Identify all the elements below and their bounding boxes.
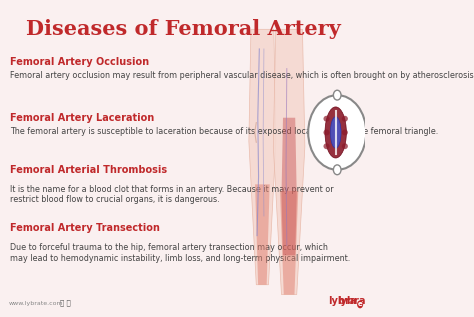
Text: Femoral Artery Transection: Femoral Artery Transection — [10, 223, 160, 233]
Ellipse shape — [323, 143, 329, 149]
Ellipse shape — [323, 116, 329, 122]
Circle shape — [333, 165, 341, 175]
Polygon shape — [282, 118, 297, 255]
Text: lybra: lybra — [328, 296, 356, 306]
Ellipse shape — [323, 130, 329, 135]
Ellipse shape — [330, 117, 341, 148]
Text: Femoral Artery Occlusion: Femoral Artery Occlusion — [10, 57, 149, 67]
Text: Femoral Arterial Thrombosis: Femoral Arterial Thrombosis — [10, 165, 167, 175]
Ellipse shape — [342, 143, 348, 149]
Polygon shape — [255, 184, 270, 285]
Text: The femoral artery is susceptible to laceration because of its exposed location : The femoral artery is susceptible to lac… — [10, 126, 438, 136]
Text: a: a — [359, 296, 365, 306]
Circle shape — [357, 301, 363, 308]
Text: Diseases of Femoral Artery: Diseases of Femoral Artery — [27, 19, 341, 40]
Text: Femoral artery occlusion may result from peripheral vascular disease, which is o: Femoral artery occlusion may result from… — [10, 71, 474, 80]
Text: ⬛ 🍎: ⬛ 🍎 — [60, 300, 71, 306]
Ellipse shape — [342, 116, 348, 122]
Ellipse shape — [325, 107, 346, 158]
Polygon shape — [249, 29, 276, 285]
Ellipse shape — [342, 130, 348, 135]
Text: Femoral Artery Laceration: Femoral Artery Laceration — [10, 113, 155, 123]
Text: lybr: lybr — [337, 296, 359, 306]
Text: e: e — [358, 301, 363, 307]
Text: It is the name for a blood clot that forms in an artery. Because it may prevent : It is the name for a blood clot that for… — [10, 184, 334, 204]
Polygon shape — [280, 191, 298, 294]
Polygon shape — [273, 29, 305, 294]
Text: www.lybrate.com: www.lybrate.com — [9, 301, 64, 306]
Text: Due to forceful trauma to the hip, femoral artery transection may occur, which
m: Due to forceful trauma to the hip, femor… — [10, 243, 351, 263]
Circle shape — [333, 90, 341, 100]
Circle shape — [308, 95, 366, 170]
